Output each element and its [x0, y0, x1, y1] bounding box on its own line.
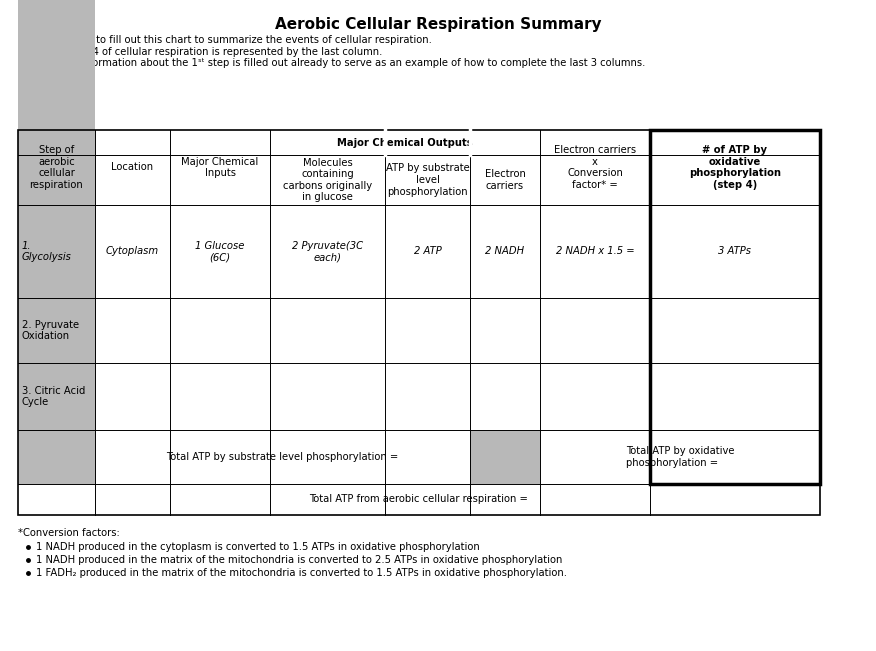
Text: Total ATP from aerobic cellular respiration =: Total ATP from aerobic cellular respirat…: [309, 495, 528, 505]
Text: 3 ATPs: 3 ATPs: [718, 247, 752, 256]
Text: Electron carriers
x
Conversion
factor* =: Electron carriers x Conversion factor* =: [554, 145, 636, 190]
Text: Total ATP by substrate level phosphorylation =: Total ATP by substrate level phosphoryla…: [166, 452, 399, 462]
Text: Aerobic Cellular Respiration Summary: Aerobic Cellular Respiration Summary: [275, 18, 601, 33]
Text: A portion of information about the 1ˢᵗ step is filled out already to serve as an: A portion of information about the 1ˢᵗ s…: [18, 58, 646, 68]
Text: ATP by substrate
level
phosphorylation: ATP by substrate level phosphorylation: [385, 163, 470, 197]
Text: 2 Pyruvate(3C
each): 2 Pyruvate(3C each): [292, 241, 363, 262]
Text: 2 NADH x 1.5 =: 2 NADH x 1.5 =: [555, 247, 634, 256]
Text: 2 NADH: 2 NADH: [485, 247, 525, 256]
Text: 2. Pyruvate
Oxidation: 2. Pyruvate Oxidation: [22, 320, 79, 341]
Text: Note that step 4 of cellular respiration is represented by the last column.: Note that step 4 of cellular respiration…: [18, 47, 383, 57]
Text: Step of
aerobic
cellular
respiration: Step of aerobic cellular respiration: [30, 145, 83, 190]
Text: Location: Location: [111, 163, 153, 173]
Bar: [18, 430, 95, 484]
Text: 1 NADH produced in the matrix of the mitochondria is converted to 2.5 ATPs in ox: 1 NADH produced in the matrix of the mit…: [36, 555, 562, 565]
Bar: [18, 130, 820, 515]
Bar: [470, 430, 540, 484]
Text: Total ATP by oxidative
phosphorylation =: Total ATP by oxidative phosphorylation =: [625, 446, 734, 468]
Text: 1.
Glycolysis: 1. Glycolysis: [22, 241, 72, 262]
Text: # of ATP by
oxidative
phosphorylation
(step 4): # of ATP by oxidative phosphorylation (s…: [689, 145, 781, 190]
Text: Electron
carriers: Electron carriers: [484, 169, 526, 191]
Text: Molecules
containing
carbons originally
in glucose: Molecules containing carbons originally …: [283, 158, 372, 202]
Text: 1 Glucose
(6C): 1 Glucose (6C): [195, 241, 244, 262]
Text: 1 FADH₂ produced in the matrix of the mitochondria is converted to 1.5 ATPs in o: 1 FADH₂ produced in the matrix of the mi…: [36, 568, 567, 578]
Text: Use your notes to fill out this chart to summarize the events of cellular respir: Use your notes to fill out this chart to…: [18, 35, 432, 45]
Text: 1 NADH produced in the cytoplasm is converted to 1.5 ATPs in oxidative phosphory: 1 NADH produced in the cytoplasm is conv…: [36, 542, 480, 552]
Text: Major Chemical Outputs: Major Chemical Outputs: [337, 137, 473, 148]
Text: Cytoplasm: Cytoplasm: [106, 247, 159, 256]
Text: *Conversion factors:: *Conversion factors:: [18, 528, 120, 538]
Text: Major Chemical
Inputs: Major Chemical Inputs: [181, 157, 258, 178]
Bar: [650, 130, 820, 484]
Bar: [18, 0, 95, 484]
Text: 3. Citric Acid
Cycle: 3. Citric Acid Cycle: [22, 385, 85, 408]
Text: 2 ATP: 2 ATP: [413, 247, 442, 256]
